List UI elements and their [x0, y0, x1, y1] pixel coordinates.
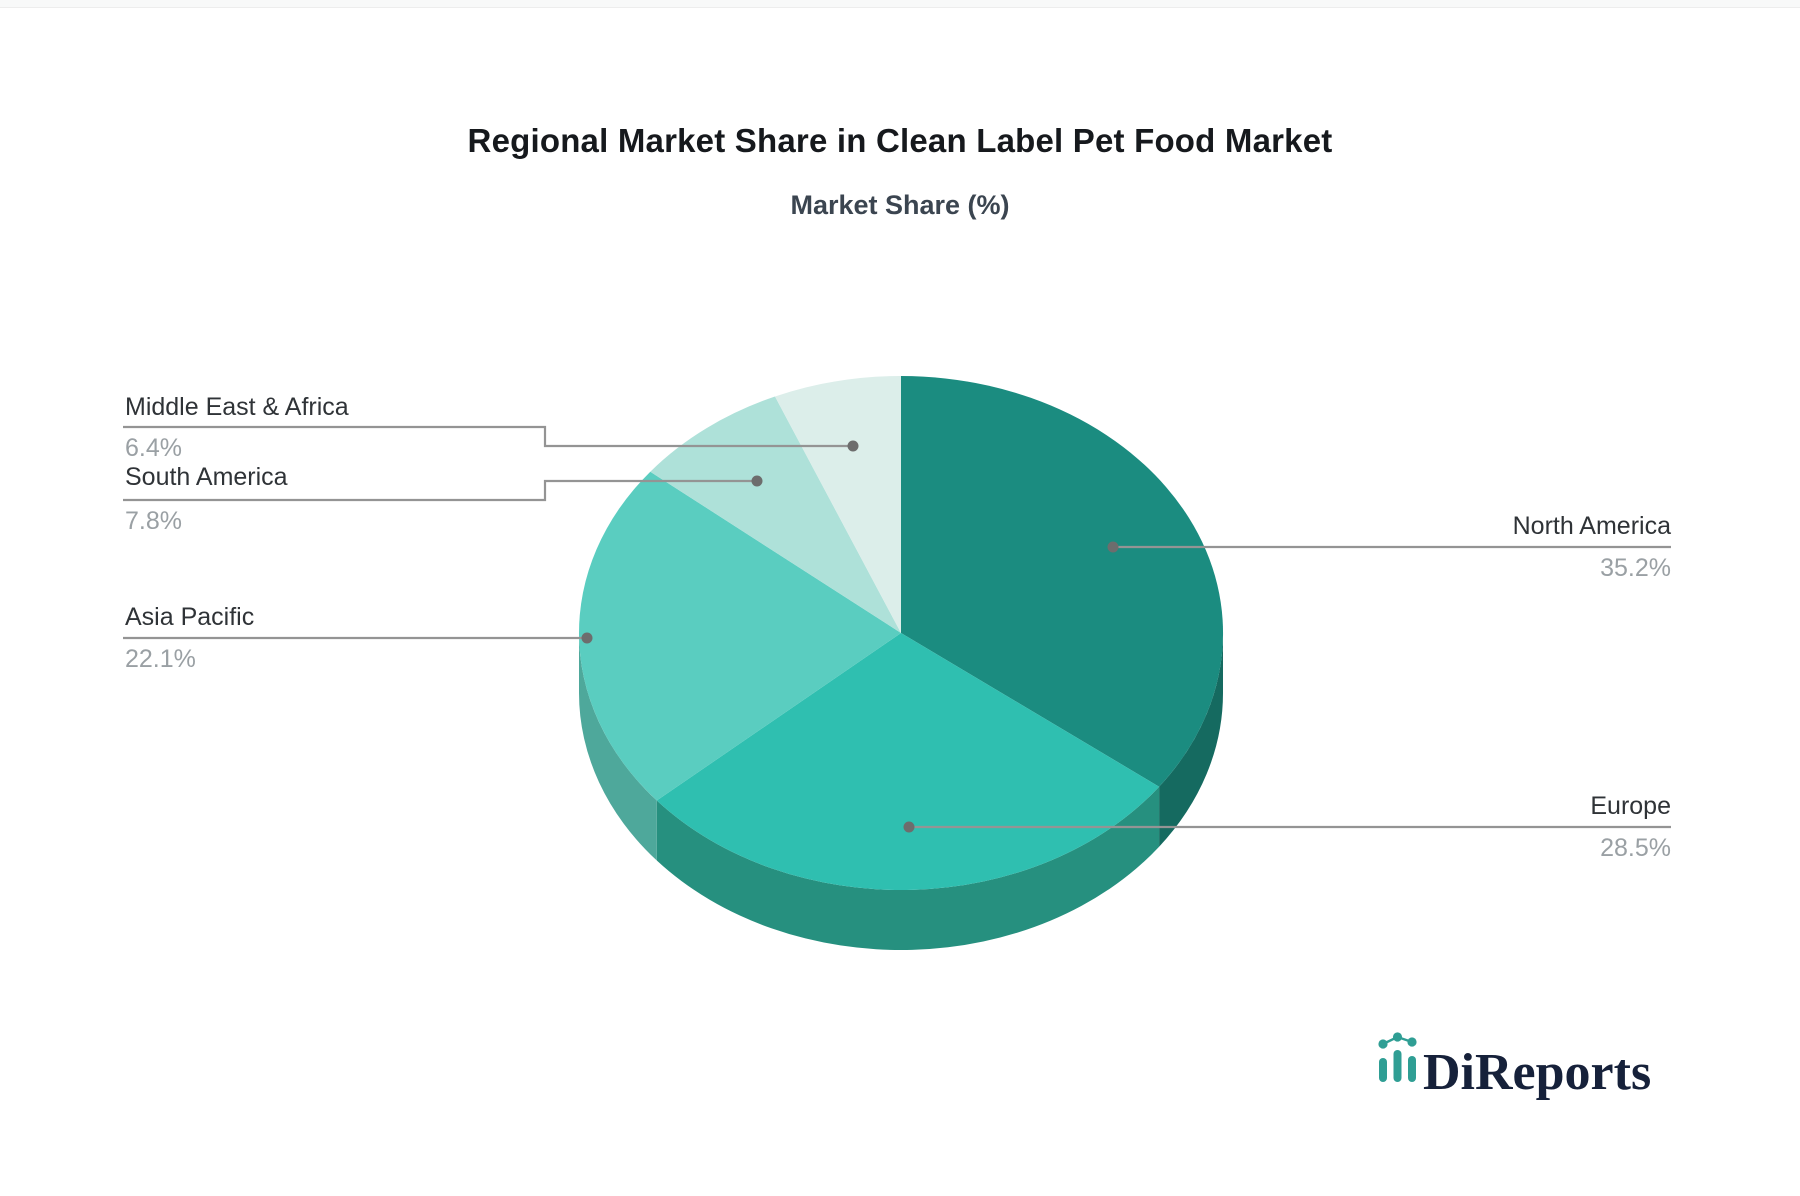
slice-value-south-america: 7.8%: [125, 507, 182, 535]
label-anchor-dot-south-america: [751, 475, 763, 487]
slice-value-middle-east-africa: 6.4%: [125, 434, 182, 462]
pie-slice-north-america[interactable]: [901, 376, 1224, 787]
pie-slice-middle-east-africa[interactable]: [775, 376, 901, 633]
label-anchor-dot-north-america: [1107, 541, 1119, 553]
slice-name-asia-pacific: Asia Pacific: [125, 603, 255, 631]
pie-slice-asia-pacific[interactable]: [578, 471, 901, 801]
slice-value-asia-pacific: 22.1%: [125, 645, 196, 673]
label-connector-south-america: [123, 479, 757, 502]
pie-slice-south-america[interactable]: [650, 396, 901, 634]
label-anchor-dot-asia-pacific: [581, 632, 593, 644]
chart-title: Regional Market Share in Clean Label Pet…: [467, 122, 1333, 159]
logo-mini-bar-line-chart-icon: [1378, 1032, 1417, 1082]
top-edge-strip: [0, 0, 1800, 8]
label-anchor-dot-middle-east-africa: [847, 440, 859, 452]
slice-name-europe: Europe: [1590, 792, 1671, 820]
slice-name-north-america: North America: [1512, 512, 1671, 540]
slice-name-middle-east-africa: Middle East & Africa: [125, 393, 349, 421]
pie-slice-side-asia-pacific: [579, 633, 657, 861]
slice-name-south-america: South America: [125, 463, 288, 491]
pie-slice-europe[interactable]: [656, 633, 1160, 891]
label-connector-middle-east-africa: [123, 425, 853, 448]
slice-value-north-america: 35.2%: [1600, 554, 1671, 582]
slice-value-europe: 28.5%: [1600, 834, 1671, 862]
direports-logo: DiReports: [1378, 1032, 1651, 1101]
label-anchor-dot-europe: [903, 821, 915, 833]
logo-text: DiReports: [1423, 1044, 1652, 1101]
pie-slice-side-europe: [656, 786, 1160, 951]
chart-subtitle: Market Share (%): [790, 190, 1010, 220]
pie-slice-side-north-america: [1159, 633, 1223, 847]
